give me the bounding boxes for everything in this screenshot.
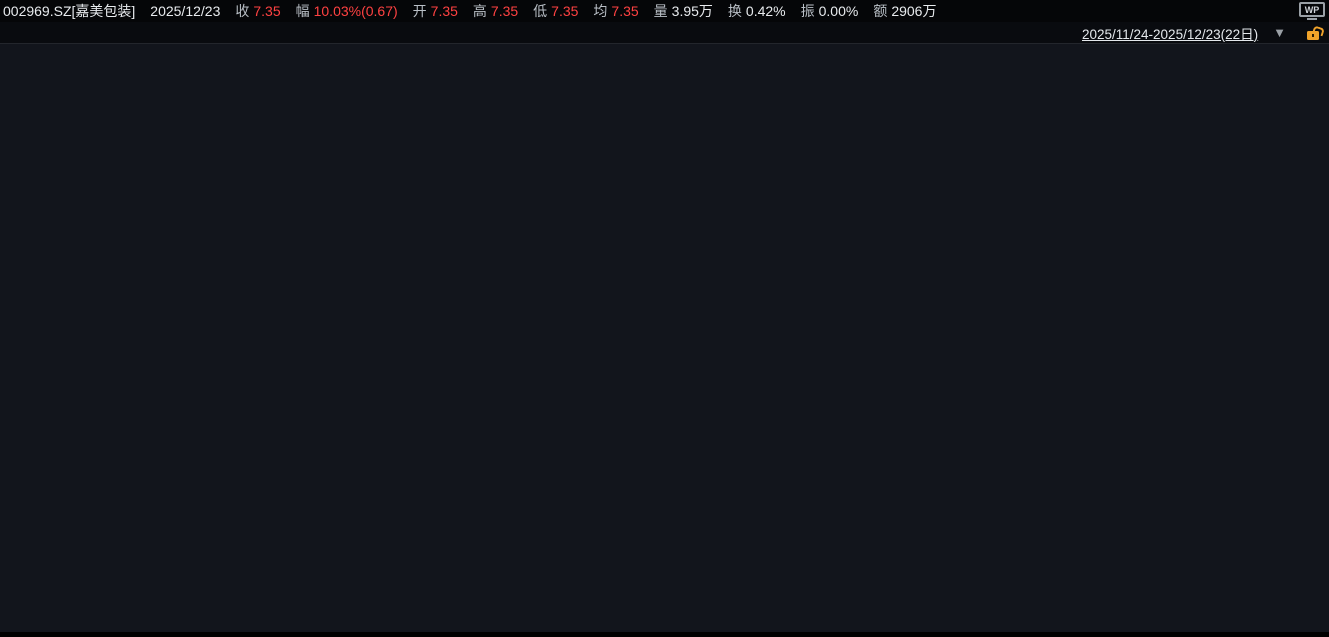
trade-date: 2025/12/23 [150,3,221,19]
quote-field-4: 低 7.35 [533,1,578,21]
quote-field-label: 量 [653,3,668,19]
quote-field-8: 振 0.00% [801,1,859,21]
quote-field-value: 7.35 [253,3,281,19]
quote-field-value: 7.35 [430,3,458,19]
quote-field-label: 高 [472,3,487,19]
quote-field-2: 开 7.35 [413,1,458,21]
kline-chart[interactable] [0,44,1329,632]
quote-field-label: 低 [533,3,548,19]
unlock-icon[interactable] [1307,30,1319,40]
quote-field-value: 0.42% [745,3,786,19]
quote-field-label: 收 [235,3,250,19]
quote-field-label: 幅 [295,3,310,19]
quote-field-label: 振 [800,3,815,19]
date-range-button[interactable]: 2025/11/24-2025/12/23(22日) [1081,26,1259,42]
quote-field-value: 3.95万 [671,3,713,19]
quote-field-value: 0.00% [818,3,859,19]
quote-field-value: 2906万 [891,3,937,19]
quote-field-value: 7.35 [611,3,639,19]
indicator-header: 2025/11/24-2025/12/23(22日) ▼ [0,22,1329,44]
quote-field-value: 7.35 [490,3,519,19]
quote-field-value: 10.03%(0.67) [313,3,398,19]
quote-field-value: 7.35 [551,3,579,19]
quote-header: 002969.SZ[嘉美包装] 2025/12/23 收 7.35 幅 10.03%(… [0,0,1329,22]
symbol-text: 002969.SZ[嘉美包装] [3,3,136,19]
quote-field-3: 高 7.35 [473,1,518,21]
quote-field-0: 收 7.35 [235,1,280,21]
wp-monitor-icon[interactable]: WP [1299,2,1325,20]
quote-field-label: 额 [873,3,888,19]
quote-fields: 收 7.35 幅 10.03%(0.67) 开 7.35 高 7.35 低 7.35 均 7.35 量 3… [235,1,936,21]
quote-field-5: 均 7.35 [593,1,638,21]
quote-field-7: 换 0.42% [728,1,786,21]
range-dropdown-icon[interactable]: ▼ [1273,25,1286,40]
quote-field-label: 换 [727,3,742,19]
quote-field-label: 均 [593,3,608,19]
quote-field-9: 额 2906万 [873,1,936,21]
quote-field-6: 量 3.95万 [654,1,713,21]
quote-field-label: 开 [412,3,427,19]
quote-field-1: 幅 10.03%(0.67) [296,1,398,21]
chart-area [0,44,1329,632]
